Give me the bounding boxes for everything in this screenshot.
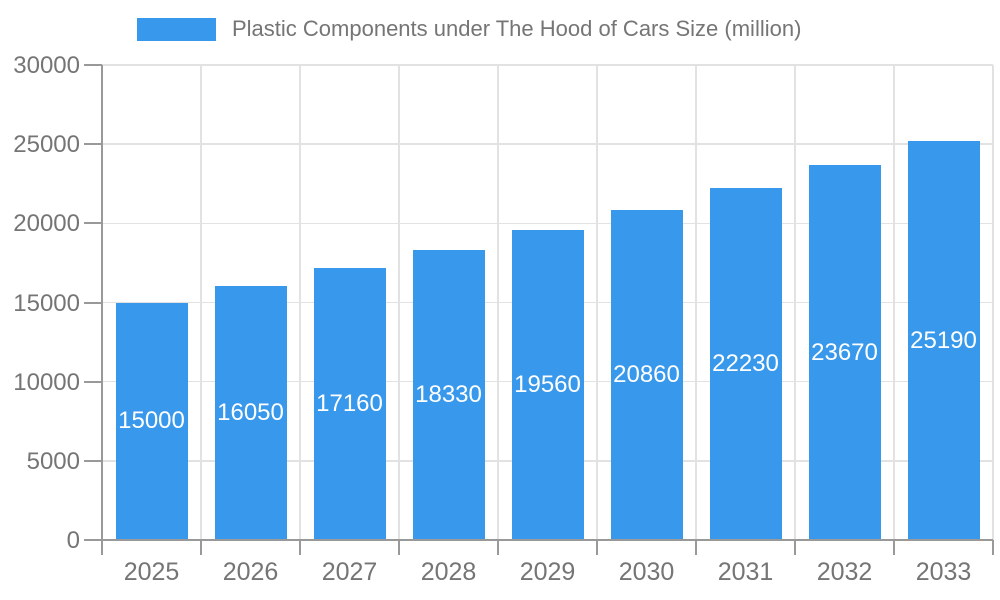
- y-tick-label: 30000: [13, 52, 80, 79]
- x-tick-label[interactable]: 2029: [519, 558, 576, 586]
- bar-value-label: 23670: [811, 338, 878, 366]
- v-gridline: [299, 65, 301, 540]
- x-tick: [398, 540, 400, 555]
- y-tick: [84, 64, 102, 66]
- h-gridline: [102, 64, 993, 66]
- y-tick-label: 5000: [26, 447, 80, 475]
- bar[interactable]: [214, 285, 287, 540]
- v-gridline: [794, 65, 796, 540]
- y-tick: [84, 301, 102, 304]
- bar-value-label: 19560: [514, 371, 581, 399]
- bar-value-label: 17160: [316, 390, 383, 418]
- v-gridline: [200, 65, 202, 540]
- bar[interactable]: [313, 268, 386, 540]
- y-tick: [84, 143, 102, 146]
- v-gridline: [695, 65, 697, 540]
- bar[interactable]: [907, 141, 980, 540]
- bar-value-label: 25190: [910, 326, 977, 354]
- v-gridline: [992, 65, 994, 540]
- x-tick: [596, 540, 598, 555]
- bar-value-label: 16050: [217, 398, 284, 426]
- y-tick-label: 15000: [13, 289, 80, 317]
- bar[interactable]: [709, 188, 782, 540]
- x-tick: [794, 540, 796, 555]
- bar-value-label: 20860: [613, 360, 680, 388]
- x-tick: [497, 540, 499, 555]
- v-gridline: [893, 65, 895, 540]
- x-tick: [992, 540, 994, 555]
- bar-value-label: 22230: [712, 350, 779, 377]
- bar[interactable]: [610, 209, 683, 540]
- x-tick-label[interactable]: 2028: [420, 558, 477, 586]
- bar-value-label: 15000: [118, 407, 185, 435]
- y-tick-label: 10000: [13, 368, 80, 396]
- y-tick-label: 0: [66, 527, 80, 554]
- x-tick: [299, 540, 301, 555]
- legend-label: Plastic Components under The Hood of Car…: [232, 16, 802, 41]
- x-tick-label[interactable]: 2030: [618, 558, 675, 586]
- h-gridline: [102, 143, 993, 145]
- h-gridline: [102, 222, 993, 225]
- legend-item[interactable]: Plastic Components under The Hood of Car…: [137, 16, 801, 42]
- v-gridline: [596, 65, 598, 540]
- y-tick-label: 20000: [13, 210, 80, 238]
- x-tick: [200, 540, 202, 555]
- x-tick-label[interactable]: 2033: [915, 558, 972, 586]
- x-tick: [695, 540, 697, 555]
- x-tick: [893, 540, 895, 555]
- x-tick-label[interactable]: 2026: [222, 558, 279, 586]
- bar[interactable]: [115, 302, 188, 540]
- bar[interactable]: [412, 249, 485, 540]
- y-tick: [84, 459, 102, 462]
- y-tick: [84, 539, 102, 541]
- v-gridline: [398, 65, 400, 540]
- legend-swatch: [137, 17, 216, 41]
- bar[interactable]: [511, 230, 584, 540]
- bar-value-label: 18330: [415, 380, 482, 408]
- x-tick-label[interactable]: 2025: [123, 558, 180, 586]
- y-tick: [84, 222, 102, 225]
- y-tick: [84, 380, 102, 383]
- x-tick-label[interactable]: 2027: [321, 558, 378, 586]
- v-gridline: [497, 65, 499, 540]
- y-tick-label: 25000: [13, 131, 80, 159]
- x-tick-label[interactable]: 2031: [717, 558, 774, 586]
- x-axis-line: [102, 539, 993, 541]
- bar[interactable]: [808, 165, 881, 540]
- x-tick-label[interactable]: 2032: [816, 558, 873, 586]
- x-tick: [101, 540, 103, 555]
- y-axis-line: [101, 65, 103, 555]
